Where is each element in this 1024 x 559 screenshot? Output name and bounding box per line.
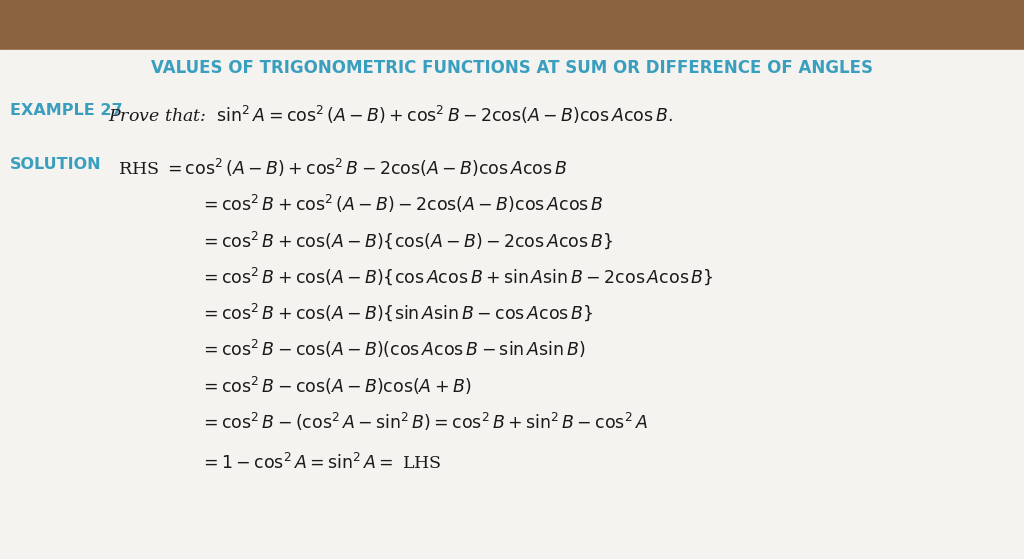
- Bar: [0, 0, 1024, 50]
- Text: VALUES OF TRIGONOMETRIC FUNCTIONS AT SUM OR DIFFERENCE OF ANGLES: VALUES OF TRIGONOMETRIC FUNCTIONS AT SUM…: [151, 59, 873, 77]
- Text: $= \cos^2 B + \cos(A-B)\{\sin A\sin B - \cos A\cos B\}$: $= \cos^2 B + \cos(A-B)\{\sin A\sin B - …: [200, 302, 593, 324]
- Text: $= 1 - \cos^2 A = \sin^2 A =$ LHS: $= 1 - \cos^2 A = \sin^2 A =$ LHS: [200, 453, 441, 473]
- Text: RHS $= \cos^2(A-B)+\cos^2 B-2\cos(A-B)\cos A\cos B$: RHS $= \cos^2(A-B)+\cos^2 B-2\cos(A-B)\c…: [118, 157, 567, 179]
- Text: $= \cos^2 B + \cos(A-B)\{\cos A\cos B + \sin A\sin B - 2\cos A\cos B\}$: $= \cos^2 B + \cos(A-B)\{\cos A\cos B + …: [200, 266, 714, 287]
- Text: $= \cos^2 B - \cos(A-B)\cos(A+B)$: $= \cos^2 B - \cos(A-B)\cos(A+B)$: [200, 375, 471, 397]
- Text: SOLUTION: SOLUTION: [10, 157, 101, 172]
- Text: Prove that:  $\sin^2 A = \cos^2(A-B)+\cos^2 B - 2\cos(A-B)\cos A\cos B.$: Prove that: $\sin^2 A = \cos^2(A-B)+\cos…: [108, 103, 673, 126]
- Text: $= \cos^2 B - (\cos^2 A - \sin^2 B) = \cos^2 B + \sin^2 B - \cos^2 A$: $= \cos^2 B - (\cos^2 A - \sin^2 B) = \c…: [200, 411, 647, 433]
- Text: $= \cos^2 B - \cos(A-B)(\cos A\cos B - \sin A\sin B)$: $= \cos^2 B - \cos(A-B)(\cos A\cos B - \…: [200, 338, 585, 361]
- Text: EXAMPLE 27: EXAMPLE 27: [10, 103, 123, 119]
- Text: $= \cos^2 B + \cos(A-B)\{\cos(A-B) - 2\cos A\cos B\}$: $= \cos^2 B + \cos(A-B)\{\cos(A-B) - 2\c…: [200, 229, 612, 251]
- Text: $= \cos^2 B + \cos^2(A-B) - 2\cos(A-B)\cos A\cos B$: $= \cos^2 B + \cos^2(A-B) - 2\cos(A-B)\c…: [200, 193, 603, 215]
